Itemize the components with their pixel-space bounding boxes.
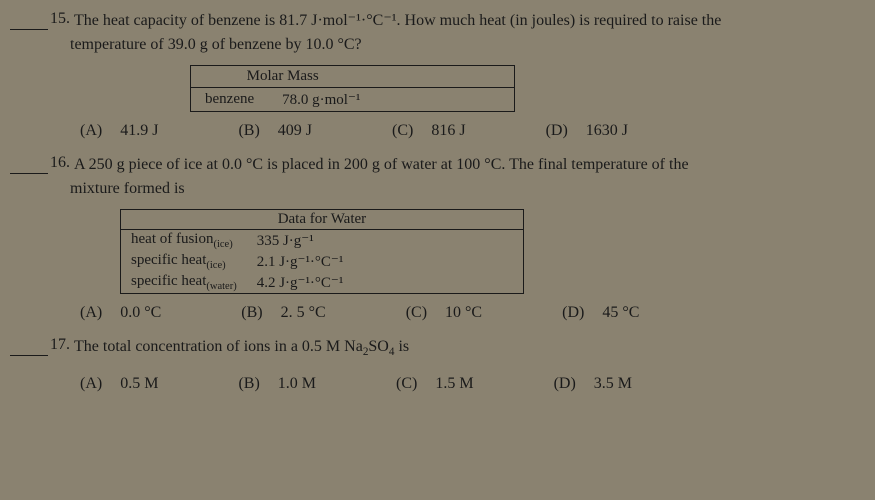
- table-cell: 4.2 J·g⁻¹·°C⁻¹: [247, 272, 354, 294]
- table-cell-blank: [353, 272, 523, 294]
- choice-b[interactable]: (B)2. 5 °C: [241, 304, 325, 322]
- question-text: The heat capacity of benzene is 81.7 J·m…: [74, 10, 855, 32]
- table-cell: 335 J·g⁻¹: [247, 230, 354, 252]
- question-17: 17. The total concentration of ions in a…: [10, 336, 855, 392]
- question-number: 16.: [50, 154, 70, 176]
- answer-blank[interactable]: [10, 340, 48, 356]
- question-number: 17.: [50, 336, 70, 360]
- question-number: 15.: [50, 10, 70, 32]
- table-cell-blank: [353, 230, 523, 252]
- answer-choices: (A)41.9 J (B)409 J (C)816 J (D)1630 J: [80, 122, 855, 140]
- question-text: The total concentration of ions in a 0.5…: [74, 336, 855, 360]
- question-text-cont: mixture formed is: [70, 178, 855, 200]
- choice-c[interactable]: (C)816 J: [392, 122, 466, 140]
- answer-choices: (A)0.5 M (B)1.0 M (C)1.5 M (D)3.5 M: [80, 375, 855, 393]
- choice-a[interactable]: (A)0.5 M: [80, 375, 158, 393]
- table-cell: benzene: [191, 88, 269, 112]
- table-cell: specific heat(water): [121, 272, 247, 294]
- choice-c[interactable]: (C)1.5 M: [396, 375, 474, 393]
- table-cell: 2.1 J·g⁻¹·°C⁻¹: [247, 251, 354, 272]
- choice-d[interactable]: (D)1630 J: [546, 122, 628, 140]
- molar-mass-table: Molar Mass benzene 78.0 g·mol⁻¹: [190, 65, 515, 112]
- question-text-cont: temperature of 39.0 g of benzene by 10.0…: [70, 34, 855, 56]
- table-cell-blank: [374, 88, 514, 112]
- choice-c[interactable]: (C)10 °C: [406, 304, 482, 322]
- table-header: Data for Water: [121, 210, 524, 230]
- question-line: 15. The heat capacity of benzene is 81.7…: [10, 10, 855, 32]
- answer-blank[interactable]: [10, 158, 48, 174]
- choice-a[interactable]: (A)41.9 J: [80, 122, 158, 140]
- question-15: 15. The heat capacity of benzene is 81.7…: [10, 10, 855, 140]
- table-cell: heat of fusion(ice): [121, 230, 247, 252]
- choice-b[interactable]: (B)409 J: [238, 122, 312, 140]
- question-16: 16. A 250 g piece of ice at 0.0 °C is pl…: [10, 154, 855, 322]
- table-header: Molar Mass: [191, 66, 375, 88]
- choice-a[interactable]: (A)0.0 °C: [80, 304, 161, 322]
- question-text: A 250 g piece of ice at 0.0 °C is placed…: [74, 154, 855, 176]
- answer-choices: (A)0.0 °C (B)2. 5 °C (C)10 °C (D)45 °C: [80, 304, 855, 322]
- question-line: 17. The total concentration of ions in a…: [10, 336, 855, 360]
- table-cell-blank: [353, 251, 523, 272]
- table-cell: specific heat(ice): [121, 251, 247, 272]
- choice-d[interactable]: (D)45 °C: [562, 304, 639, 322]
- answer-blank[interactable]: [10, 14, 48, 30]
- choice-d[interactable]: (D)3.5 M: [554, 375, 632, 393]
- table-cell: 78.0 g·mol⁻¹: [268, 88, 374, 112]
- water-data-table: Data for Water heat of fusion(ice) 335 J…: [120, 209, 524, 294]
- table-header-blank: [374, 66, 514, 88]
- question-line: 16. A 250 g piece of ice at 0.0 °C is pl…: [10, 154, 855, 176]
- choice-b[interactable]: (B)1.0 M: [238, 375, 316, 393]
